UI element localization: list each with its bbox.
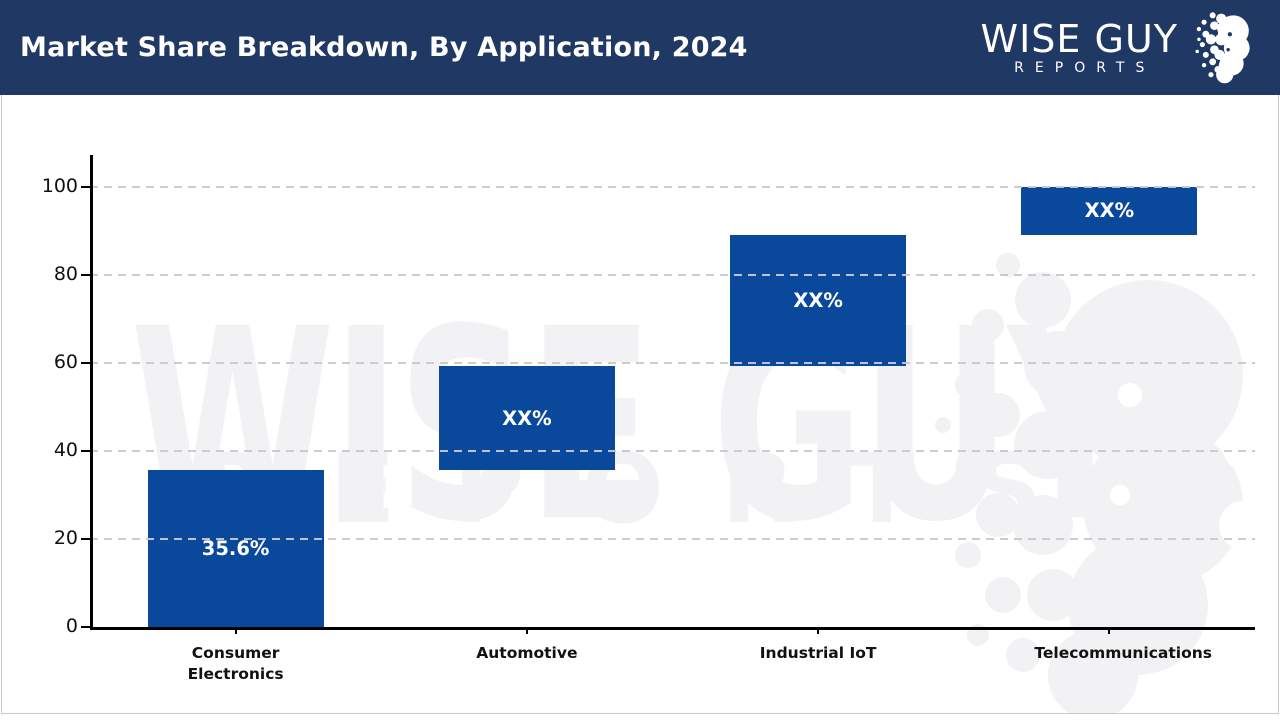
plot-area: WISE GUY REPORTS 0 20 40 60 80 100 35.6% Consum… [2, 95, 1278, 713]
logo-subtitle: REPORTS [1014, 60, 1156, 76]
gridline [90, 538, 1255, 540]
x-axis-line [90, 627, 1255, 630]
x-axis-tick-mark [817, 627, 820, 634]
logo-text: WISE GUY REPORTS [981, 20, 1178, 75]
y-axis-tick-label: 0 [65, 615, 78, 637]
x-axis-label: Automotive [476, 644, 578, 662]
y-axis-tick-label: 100 [41, 175, 78, 197]
header-bar: Market Share Breakdown, By Application, … [0, 0, 1280, 95]
page-title: Market Share Breakdown, By Application, … [20, 32, 748, 63]
y-axis-tick-label: 40 [53, 439, 78, 461]
gridline [90, 450, 1255, 452]
watermark-face-icon [935, 253, 1268, 713]
x-axis-tick-mark [1108, 627, 1111, 634]
y-axis-tick-mark [81, 274, 90, 276]
x-axis-tick-mark [525, 627, 528, 634]
bar-value-label: XX% [793, 289, 843, 312]
y-axis-tick-mark [81, 538, 90, 540]
gridline [90, 186, 1255, 188]
chart-card: WISE GUY REPORTS 0 20 40 60 80 100 35.6% Consum… [1, 95, 1279, 714]
bar: XX% [730, 234, 907, 367]
gridline [90, 274, 1255, 276]
logo-wordmark: WISE GUY [980, 17, 1178, 61]
x-axis-label: Consumer Electronics [187, 644, 284, 683]
bar: XX% [438, 366, 615, 471]
y-axis-tick-label: 20 [53, 527, 78, 549]
bar: XX% [1021, 187, 1198, 235]
y-axis-tick-mark [81, 186, 90, 188]
y-axis-tick-label: 60 [53, 351, 78, 373]
y-axis-tick-mark [81, 450, 90, 452]
x-axis-label: Telecommunications [1034, 644, 1213, 662]
x-axis-label: Industrial IoT [759, 644, 877, 662]
wise-guy-logo: WISE GUY REPORTS [981, 5, 1266, 91]
bar-value-label: 35.6% [201, 537, 270, 561]
y-axis-tick-label: 80 [53, 263, 78, 285]
gridline [90, 362, 1255, 364]
y-axis-line [90, 155, 93, 629]
bar: 35.6% [147, 470, 324, 627]
y-axis-tick-mark [81, 362, 90, 364]
x-axis-tick-mark [234, 627, 237, 634]
y-axis-tick-mark [81, 626, 90, 628]
bar-value-label: XX% [1084, 199, 1135, 223]
dotted-face-icon [1195, 11, 1260, 83]
bar-value-label: XX% [502, 406, 552, 430]
